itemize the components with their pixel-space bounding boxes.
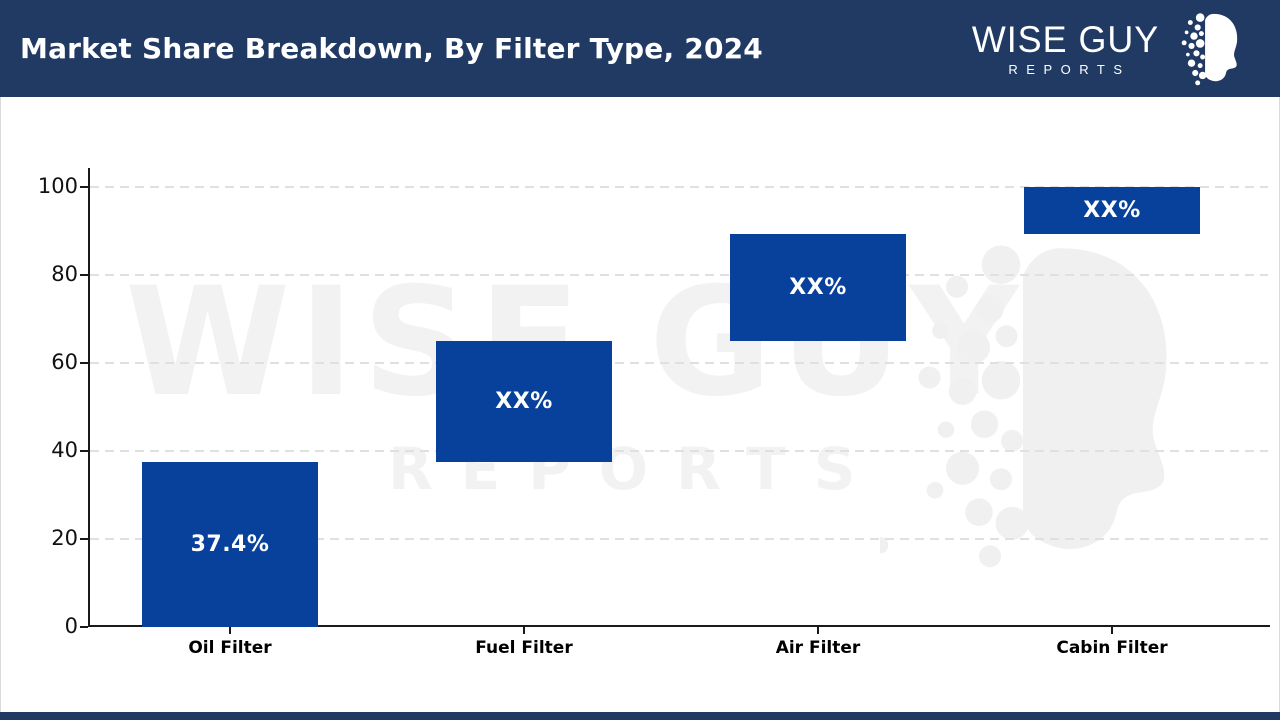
x-axis-line	[88, 625, 1270, 627]
y-tick	[80, 450, 88, 452]
brand-logo: WISE GUY REPORTS	[969, 9, 1252, 89]
bar-value-label: 37.4%	[190, 532, 270, 558]
bar-value-label: XX%	[789, 274, 847, 300]
gridline-60	[90, 362, 1268, 364]
y-tick-label: 100	[37, 174, 78, 198]
brand-head-icon	[1181, 12, 1238, 85]
x-axis-label-cabin-filter: Cabin Filter	[1056, 638, 1168, 658]
y-tick	[80, 626, 88, 628]
footer-bar	[0, 712, 1280, 720]
bar-segment-cabin-filter: XX%	[1024, 187, 1200, 234]
gridline-100	[90, 186, 1268, 188]
gridline-20	[90, 538, 1268, 540]
y-tick-label: 80	[51, 262, 78, 286]
x-tick	[817, 627, 819, 634]
bar-segment-fuel-filter: XX%	[436, 340, 612, 463]
x-tick	[229, 627, 231, 634]
x-axis-label-fuel-filter: Fuel Filter	[475, 638, 573, 658]
y-tick-label: 20	[51, 526, 78, 550]
bar-segment-air-filter: XX%	[730, 233, 906, 341]
header-bar: Market Share Breakdown, By Filter Type, …	[0, 0, 1280, 97]
y-tick-label: 40	[51, 438, 78, 462]
bar-segment-oil-filter: 37.4%	[142, 462, 318, 627]
y-tick	[80, 362, 88, 364]
y-tick	[80, 186, 88, 188]
x-tick	[1111, 627, 1113, 634]
gridline-80	[90, 274, 1268, 276]
bar-value-label: XX%	[495, 388, 553, 414]
brand-logo-text: WISE GUY REPORTS	[969, 21, 1162, 77]
page-title: Market Share Breakdown, By Filter Type, …	[20, 32, 763, 65]
y-tick	[80, 274, 88, 276]
gridline-40	[90, 450, 1268, 452]
y-axis-line	[88, 168, 90, 627]
bar-value-label: XX%	[1083, 197, 1141, 223]
x-axis-label-oil-filter: Oil Filter	[188, 638, 272, 658]
brand-name: WISE GUY	[971, 18, 1160, 60]
y-tick-label: 60	[51, 350, 78, 374]
x-tick	[523, 627, 525, 634]
y-tick	[80, 538, 88, 540]
y-tick-label: 0	[64, 614, 78, 638]
brand-subname: REPORTS	[1008, 61, 1131, 77]
x-axis-label-air-filter: Air Filter	[775, 638, 861, 658]
